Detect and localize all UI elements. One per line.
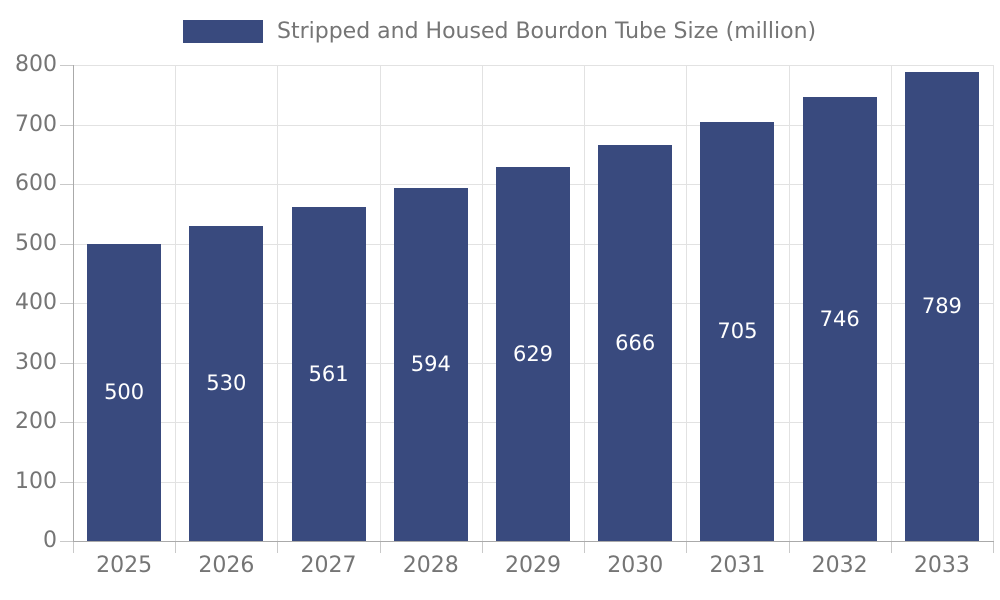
bar-value-label: 530 [206, 371, 247, 396]
x-axis-tick [788, 542, 790, 553]
v-gridline [584, 65, 586, 541]
x-axis-tick [584, 542, 586, 553]
x-axis-tick [379, 542, 381, 553]
x-tick-label: 2026 [198, 553, 255, 578]
h-gridline [73, 65, 993, 66]
bar-value-label: 561 [308, 362, 349, 387]
y-tick-label: 700 [15, 111, 57, 137]
x-tick-label: 2030 [607, 553, 664, 578]
x-tick-label: 2028 [402, 553, 459, 578]
legend-label: Stripped and Housed Bourdon Tube Size (m… [277, 19, 817, 44]
bar-value-label: 666 [615, 330, 656, 355]
bar[interactable]: 789 [904, 71, 979, 541]
v-gridline [993, 65, 994, 541]
legend-swatch [183, 20, 263, 43]
legend-item[interactable]: Stripped and Housed Bourdon Tube Size (m… [183, 20, 816, 43]
v-gridline [890, 65, 892, 541]
x-axis-tick [890, 542, 892, 553]
bar-value-label: 789 [921, 294, 962, 319]
x-axis-tick [993, 542, 994, 553]
v-gridline [686, 65, 688, 541]
plot-area: 500 530 561 594 629 666 705 746 789 [73, 65, 994, 541]
x-tick-label: 2032 [811, 553, 868, 578]
bar[interactable]: 746 [802, 97, 877, 541]
x-axis-tick [277, 542, 279, 553]
y-tick-label: 400 [15, 290, 57, 315]
y-axis-tick [60, 541, 73, 542]
bar-value-label: 500 [104, 380, 145, 405]
x-axis-tick [175, 542, 177, 553]
y-tick-label: 800 [15, 52, 57, 77]
y-axis-line [73, 65, 74, 553]
x-axis-tick [481, 542, 483, 553]
x-tick-label: 2033 [913, 553, 970, 578]
v-gridline [788, 65, 790, 541]
x-axis-tick [686, 542, 688, 553]
y-tick-label: 0 [43, 528, 57, 553]
y-axis-tick [60, 124, 73, 126]
x-tick-label: 2025 [96, 553, 153, 578]
v-gridline [379, 65, 381, 541]
bar[interactable]: 530 [189, 225, 264, 541]
y-axis-tick [60, 303, 73, 304]
bar[interactable]: 561 [291, 207, 366, 541]
bar[interactable]: 500 [87, 243, 162, 541]
y-axis-tick [60, 362, 73, 364]
bar[interactable]: 666 [598, 144, 673, 541]
y-tick-label: 600 [15, 171, 57, 196]
bar-value-label: 594 [410, 352, 451, 377]
y-tick-label: 500 [15, 230, 57, 256]
bar[interactable]: 705 [700, 121, 775, 541]
v-gridline [481, 65, 483, 541]
h-gridline [73, 124, 993, 126]
x-axis-line [73, 541, 994, 542]
v-gridline [277, 65, 279, 541]
y-axis-tick [60, 184, 73, 185]
y-axis-tick [60, 481, 73, 483]
y-axis-tick [60, 65, 73, 66]
v-gridline [175, 65, 177, 541]
y-tick-label: 300 [15, 349, 57, 375]
x-tick-label: 2027 [300, 553, 357, 578]
x-tick-label: 2031 [709, 553, 766, 578]
y-axis-tick [60, 243, 73, 245]
y-tick-label: 200 [15, 409, 57, 434]
bar[interactable]: 594 [393, 187, 468, 541]
y-tick-label: 100 [15, 468, 57, 494]
x-axis-tick [73, 542, 74, 553]
bar-value-label: 705 [717, 319, 758, 344]
bar-value-label: 629 [512, 341, 554, 366]
y-axis-tick [60, 422, 73, 423]
bar-value-label: 746 [819, 307, 860, 332]
bar[interactable]: 629 [496, 166, 570, 541]
x-tick-label: 2029 [505, 553, 561, 578]
